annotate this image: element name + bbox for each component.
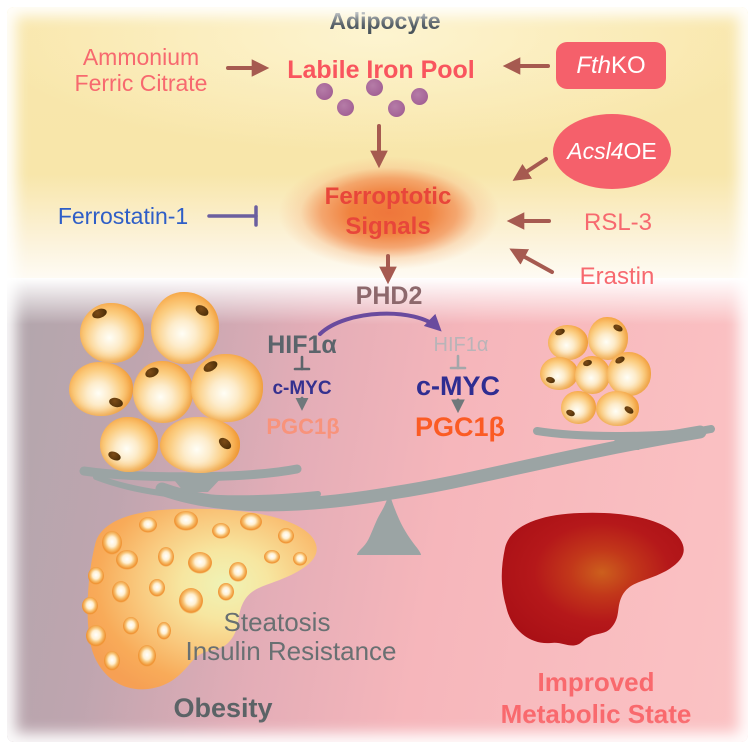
fthko-gene-label: Fth [576,51,611,79]
adipocyte-cell-large [100,417,158,472]
adipocyte-cell-large [151,292,219,364]
right-pan-bracket [610,434,650,450]
acsl4-oe-label: OE [623,138,657,164]
balance-beam-tail [93,474,321,502]
hif1a-right-label: HIF1α [433,334,489,356]
adipocyte-cell-large [80,303,144,363]
improved-metabolic-state-label: Improved Metabolic State [495,666,697,730]
pgc1b-left-label: PGC1β [266,414,340,439]
ferrostatin-label: Ferrostatin-1 [57,203,189,229]
ammonium-line2: Ferric Citrate [74,70,208,96]
iron-dot [388,100,405,117]
lipid-droplets [82,511,307,671]
improved-line1: Improved [537,667,655,697]
rsl3-label: RSL-3 [583,209,653,236]
adipocyte-cell-large [69,362,133,416]
ferroptotic-signals-label: Ferroptotic Signals [288,182,488,242]
iron-dot [411,88,428,105]
phd2-curved-arrow [318,311,442,336]
adipocyte-cell-large [191,354,263,422]
steatosis-label: Steatosis [223,607,331,637]
adipocyte-cell-small [607,352,651,396]
adipocyte-title: Adipocyte [329,8,441,34]
acsl4-gene-label: Acsl4 [567,138,624,164]
labile-iron-pool-label: Labile Iron Pool [287,56,475,84]
balance-beam [155,425,707,512]
fthko-node: Fth KO [556,42,666,89]
acsl4oe-node: Acsl4 OE [553,114,671,189]
adipocyte-cell-small [561,391,596,424]
healthy-liver [501,512,684,646]
pgc1b-right-label: PGC1β [414,412,505,442]
obesity-label: Obesity [173,693,273,723]
adipocyte-cell-large [133,361,193,423]
iron-dot [337,99,354,116]
ferroptotic-line2: Signals [345,213,431,240]
arrow-erastin-to-ferroptotic [509,248,554,274]
ferroptotic-line1: Ferroptotic [324,183,452,210]
left-pan-bracket [170,475,224,492]
iron-dot [316,83,333,100]
improved-line2: Metabolic State [500,699,692,729]
ferrostatin-inhibit-bar [207,205,258,227]
adipocyte-cell-small [548,325,588,360]
arrow-acsl4-to-ferroptotic [512,157,548,181]
erastin-label: Erastin [579,263,655,290]
iron-dot [366,79,383,96]
adipocyte-cell-large [160,417,240,473]
adipocyte-cell-small [596,391,639,426]
cmyc-right-label: c-MYC [415,371,500,401]
adipocyte-cell-small [575,356,610,394]
hif1a-left-label: HIF1α [267,331,337,359]
ammonium-line1: Ammonium [82,44,200,70]
adipocyte-cell-small [540,357,578,390]
fulcrum [357,492,421,555]
right-hif-inhibit-bar [449,354,467,370]
phd2-label: PHD2 [355,282,423,310]
left-hif-inhibit-bar [293,355,311,371]
insulin-resistance-label: Insulin Resistance [185,636,397,666]
cmyc-left-label: c-MYC [272,378,332,399]
fthko-ko-label: KO [611,51,646,79]
ammonium-ferric-citrate-label: Ammonium Ferric Citrate [30,44,252,96]
